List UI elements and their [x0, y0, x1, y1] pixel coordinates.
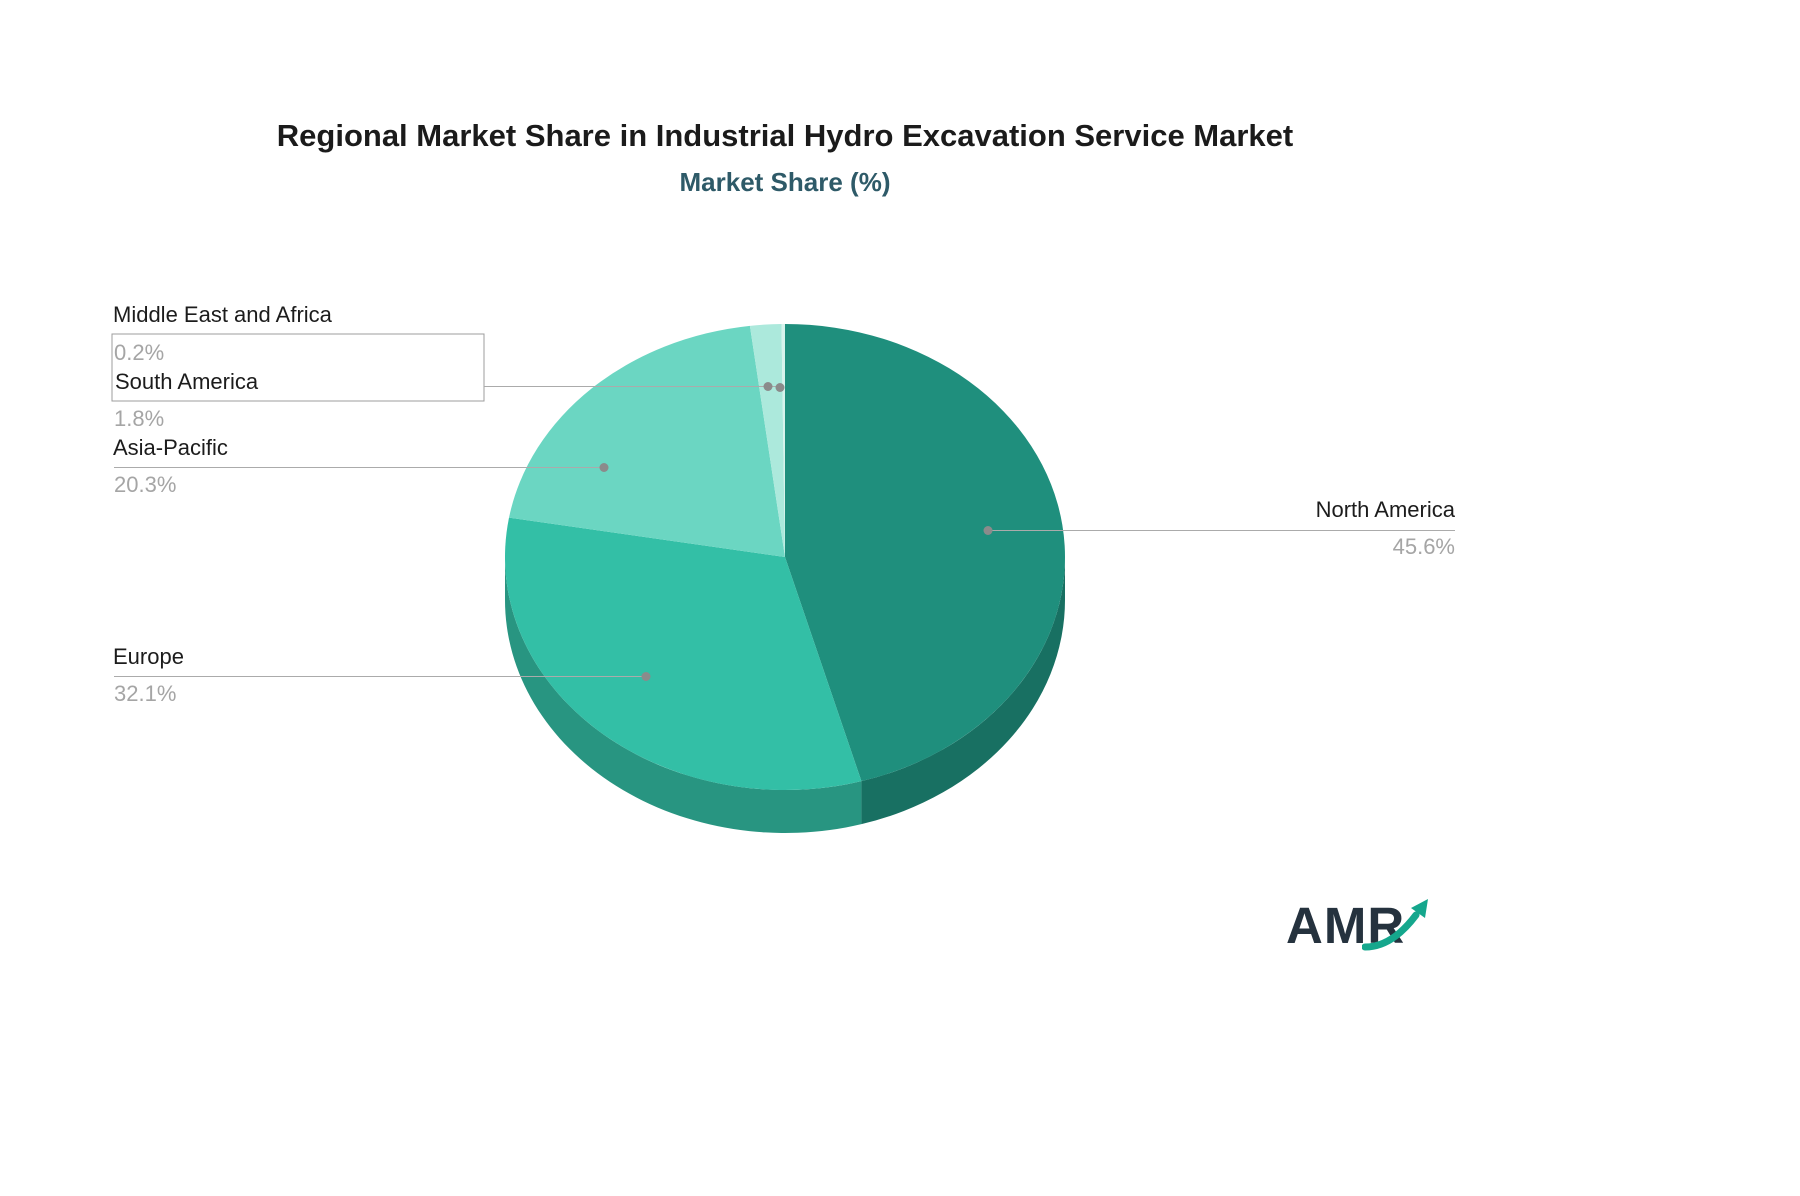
label-south-america: South America — [115, 369, 259, 394]
leader-dot-2 — [983, 526, 993, 535]
chart-subtitle: Market Share (%) — [679, 167, 891, 197]
value-europe: 32.1% — [114, 681, 177, 706]
leader-dot-3 — [763, 382, 773, 391]
value-middle-east-and-africa: 0.2% — [114, 340, 165, 365]
value-south-america: 1.8% — [114, 406, 165, 431]
pie-slice-asia-pacific — [509, 325, 785, 557]
pie-slice-europe — [504, 517, 862, 790]
value-asia-pacific: 20.3% — [114, 472, 177, 497]
pie-slice-north-america — [785, 324, 1066, 782]
label-europe: Europe — [113, 644, 184, 669]
label-middle-east-and-africa: Middle East and Africa — [113, 302, 332, 327]
label-north-america: North America — [1315, 497, 1455, 522]
callout-box — [111, 333, 485, 402]
pie-side-europe — [505, 557, 862, 833]
pie-side-north-america — [861, 557, 1065, 825]
amr-logo-arrow-icon — [1362, 899, 1428, 951]
pie-slice-middle-east-and-africa — [781, 324, 785, 557]
value-north-america: 45.6% — [1392, 534, 1455, 559]
leader-dot-1 — [641, 672, 651, 681]
leader-dot-0 — [599, 463, 609, 472]
leader-dot-4 — [775, 383, 785, 392]
chart-title: Regional Market Share in Industrial Hydr… — [276, 118, 1294, 153]
label-asia-pacific: Asia-Pacific — [113, 435, 228, 460]
pie-slice-south-america — [749, 324, 785, 557]
